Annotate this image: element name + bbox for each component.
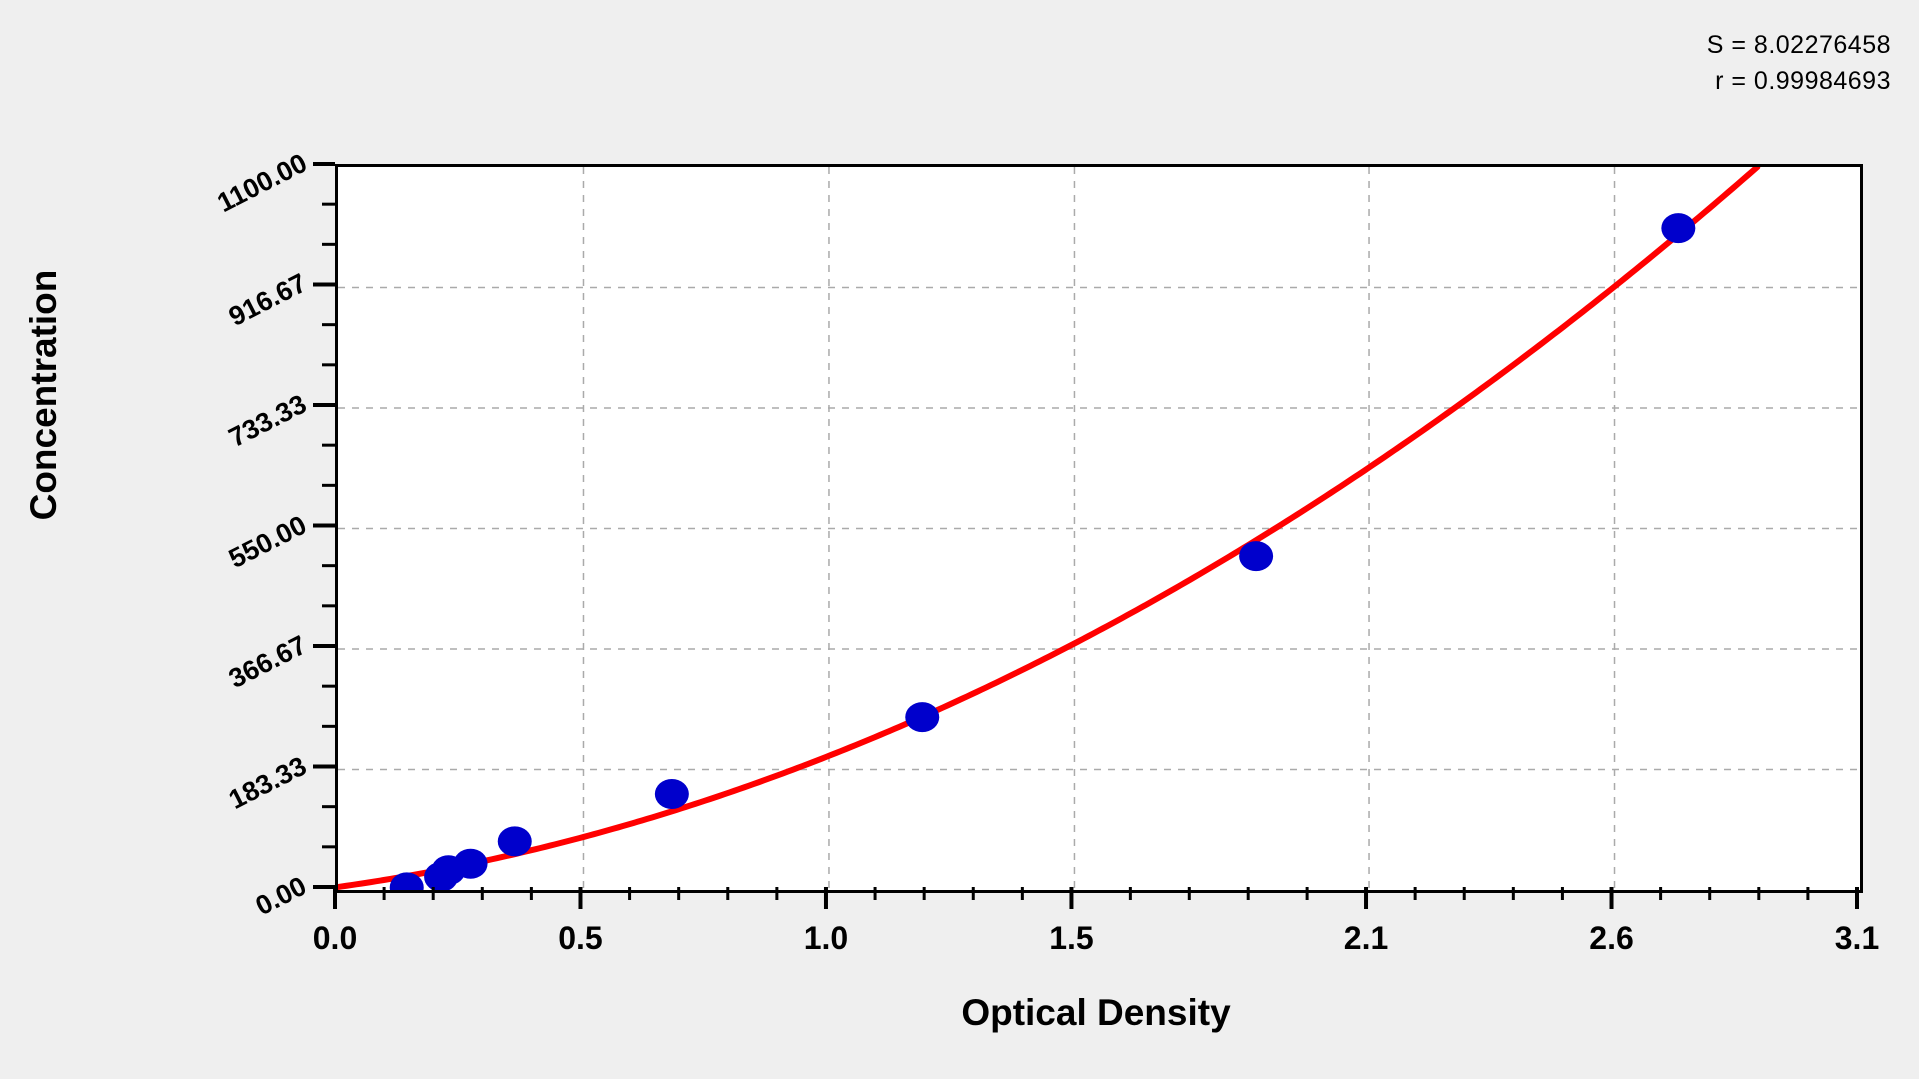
y-axis-tick-label: 916.67 — [224, 268, 312, 333]
data-point-marker — [1661, 213, 1696, 244]
plot-canvas — [338, 167, 1860, 890]
y-axis-tick-label: 1100.00 — [212, 147, 312, 219]
y-axis-tick-label: 183.33 — [224, 750, 312, 815]
x-axis-tick-label: 3.1 — [1834, 920, 1880, 956]
r-value-text: r = 0.99984693 — [1715, 66, 1891, 95]
x-axis-tick-label: 1.5 — [1049, 920, 1094, 956]
x-axis-title: Optical Density — [335, 992, 1857, 1034]
data-point-marker — [389, 872, 424, 890]
y-axis-tick-label: 733.33 — [224, 388, 312, 453]
x-axis-tick-label: 0.0 — [312, 920, 358, 956]
statistics-annotation: S = 8.02276458 r = 0.99984693 — [1707, 28, 1891, 99]
data-point-marker — [654, 779, 689, 810]
y-axis-title: Concentration — [23, 269, 64, 521]
y-axis-tick-label: 366.67 — [224, 629, 312, 694]
x-axis-title-text: Optical Density — [961, 992, 1231, 1033]
fit-curve — [338, 167, 1761, 890]
data-point-marker — [905, 702, 940, 733]
y-axis-tick-label: 550.00 — [224, 509, 312, 574]
x-axis-tick-label: 2.1 — [1343, 920, 1389, 956]
data-point-marker — [1239, 541, 1274, 572]
plot-area — [335, 164, 1863, 893]
s-value-text: S = 8.02276458 — [1706, 31, 1891, 59]
data-point-marker — [497, 826, 532, 857]
x-axis-tick-label: 2.6 — [1589, 920, 1634, 956]
x-axis-tick-label: 1.0 — [803, 920, 849, 956]
data-point-marker — [453, 848, 488, 879]
x-axis-tick-label: 0.5 — [558, 920, 603, 956]
y-axis-tick-label: 0.00 — [251, 870, 312, 922]
